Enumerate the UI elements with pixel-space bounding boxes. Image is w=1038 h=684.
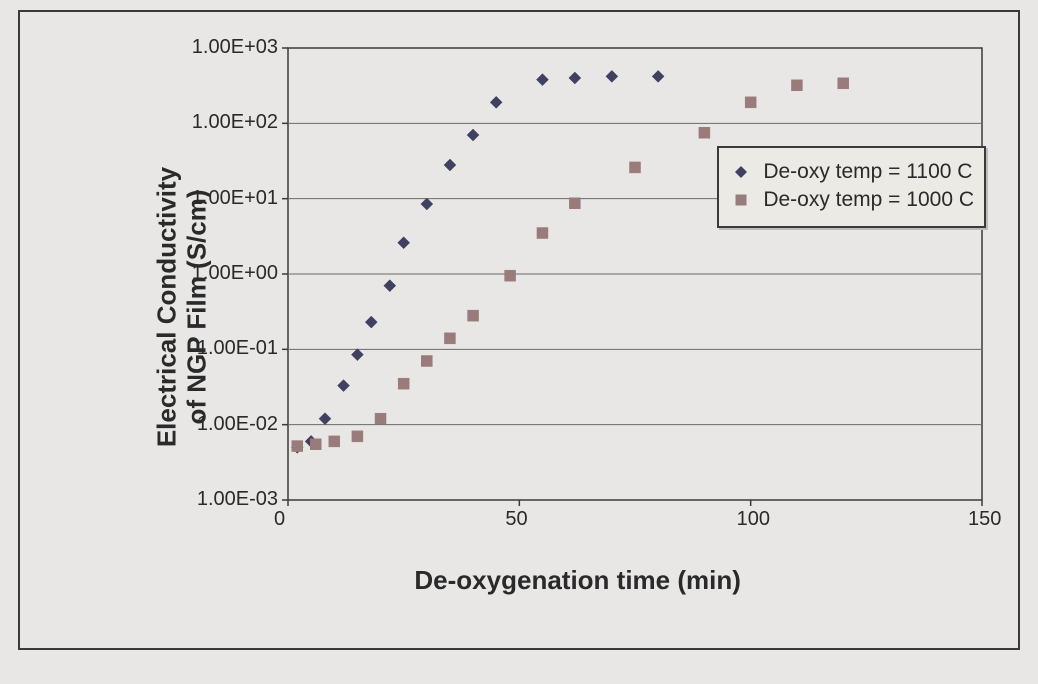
square-icon — [729, 190, 753, 210]
legend-label: De-oxy temp = 1100 C — [763, 160, 972, 184]
legend: De-oxy temp = 1100 C De-oxy temp = 1000 C — [717, 146, 986, 228]
y-tick-label: 1.00E+00 — [192, 262, 278, 285]
legend-row: De-oxy temp = 1100 C — [729, 160, 974, 184]
y-tick-label: 1.00E-02 — [197, 413, 278, 436]
y-tick-label: 1.00E+02 — [192, 111, 278, 134]
x-tick-label: 150 — [968, 508, 1001, 531]
y-tick-label: 1.00E-03 — [197, 488, 278, 511]
chart-frame: Electrical Conductivity of NGP Film (S/c… — [18, 10, 1020, 650]
y-tick-label: 1.00E-01 — [197, 337, 278, 360]
legend-label: De-oxy temp = 1000 C — [763, 188, 974, 212]
y-tick-label: 1.00E+03 — [192, 36, 278, 59]
chart-area: Electrical Conductivity of NGP Film (S/c… — [90, 24, 1000, 590]
x-axis-label: De-oxygenation time (min) — [414, 565, 740, 596]
x-tick-label: 50 — [505, 508, 527, 531]
x-tick-label: 0 — [274, 508, 285, 531]
x-tick-label: 100 — [737, 508, 770, 531]
diamond-icon — [729, 162, 753, 182]
y-tick-label: 1.00E+01 — [192, 187, 278, 210]
legend-row: De-oxy temp = 1000 C — [729, 188, 974, 212]
